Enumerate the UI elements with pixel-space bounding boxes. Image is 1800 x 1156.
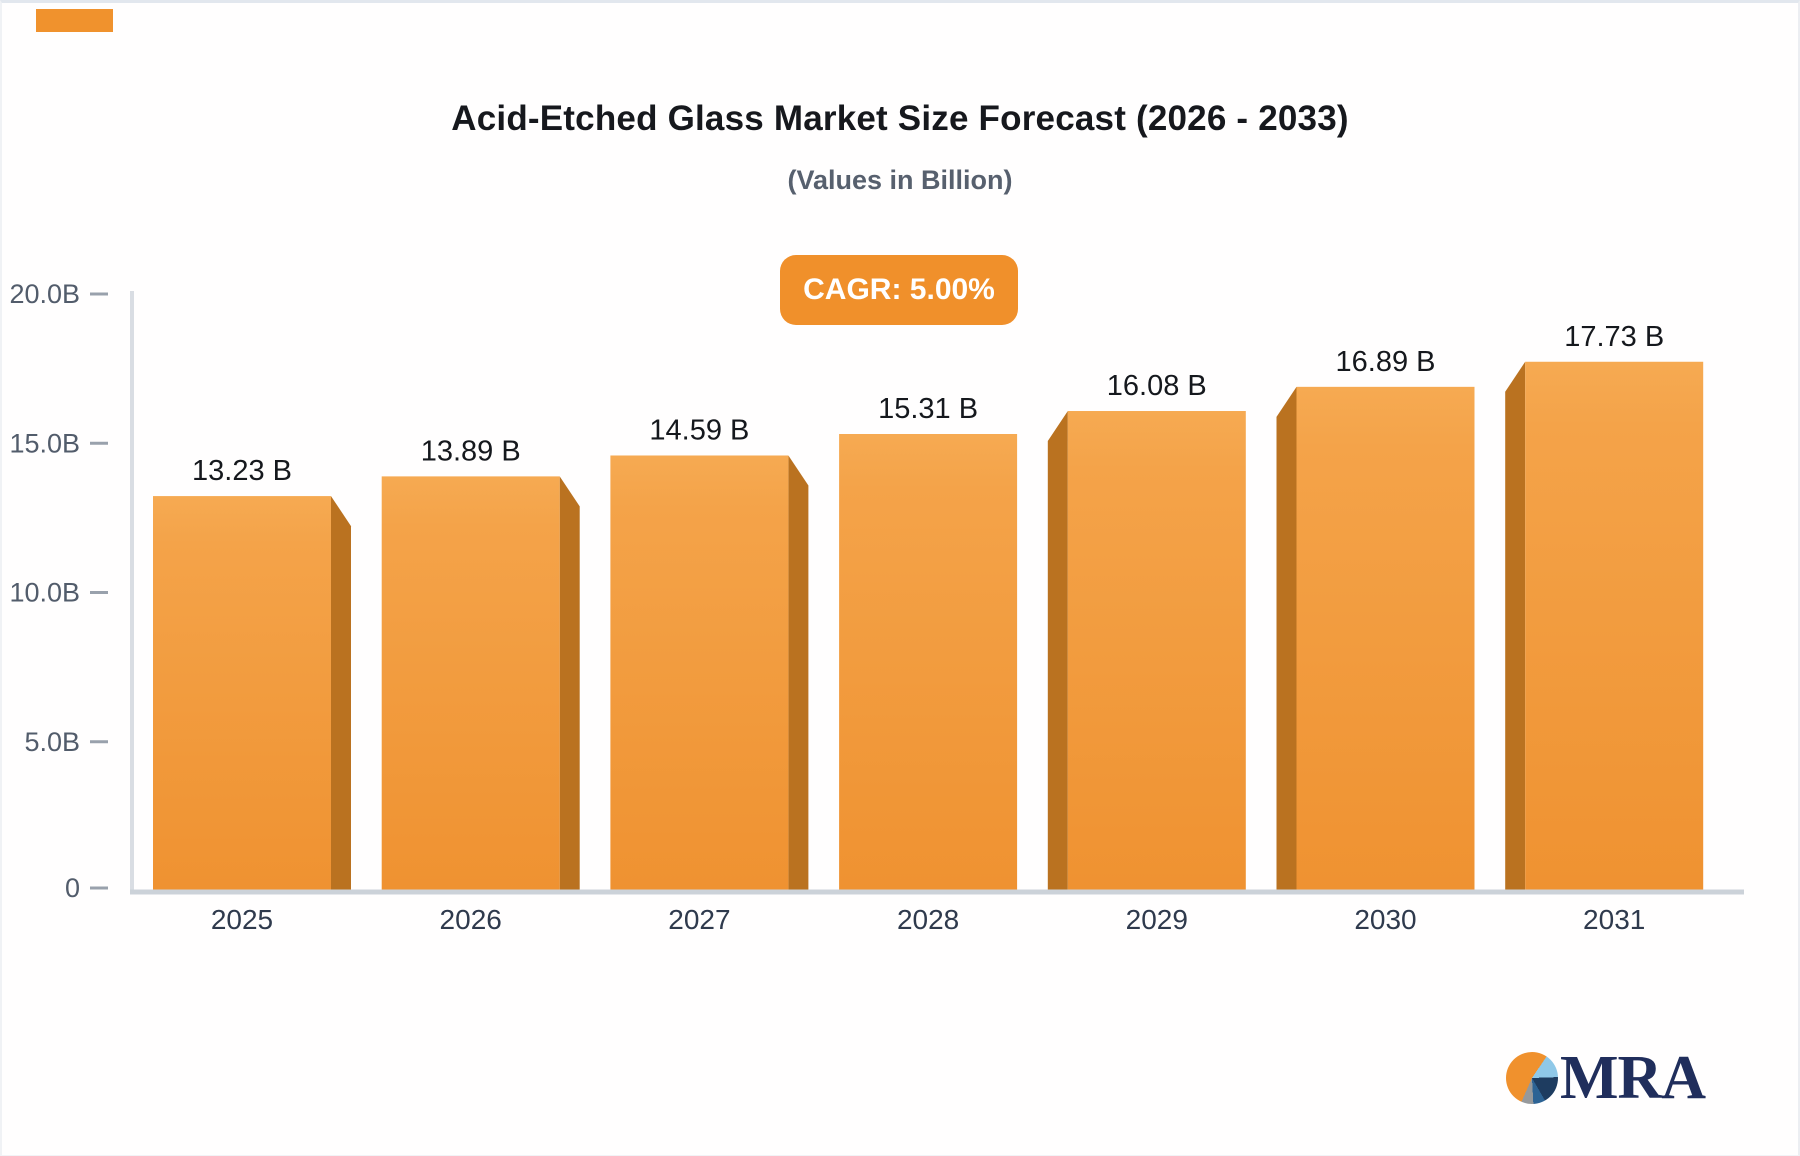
y-tick-label-5.0B: 5.0B — [24, 727, 80, 757]
bar-2027 — [610, 455, 789, 891]
bar-side-2031 — [1505, 361, 1526, 891]
bar-2025 — [153, 496, 331, 891]
mra-logo-text: MRA — [1560, 1044, 1706, 1112]
mra-logo: MRA — [1506, 1043, 1706, 1113]
bar-value-label-2026: 13.89 B — [421, 435, 521, 467]
corner-accent-swatch — [36, 9, 113, 32]
bar-2028 — [839, 433, 1018, 891]
y-tick-label-10.0B: 10.0B — [9, 578, 80, 608]
bar-value-label-2029: 16.08 B — [1107, 370, 1207, 402]
bar-value-label-2031: 17.73 B — [1564, 321, 1664, 353]
y-tick-label-20.0B: 20.0B — [9, 279, 80, 309]
bar-value-label-2028: 15.31 B — [878, 393, 978, 425]
bar-2026 — [381, 476, 560, 891]
y-tick-label-0: 0 — [65, 873, 80, 903]
chart-title: Acid-Etched Glass Market Size Forecast (… — [451, 99, 1349, 138]
chart-subtitle: (Values in Billion) — [787, 165, 1013, 195]
bar-2030 — [1296, 386, 1475, 891]
bar-side-2025 — [331, 496, 351, 891]
bar-2031 — [1525, 361, 1704, 891]
bar-side-2029 — [1047, 411, 1068, 891]
pie-chart-icon — [1506, 1052, 1558, 1104]
bar-value-label-2027: 14.59 B — [649, 414, 749, 446]
bar-chart: 0 5.0B 10.0B 15.0B 20.0B 13.23 B 2025 13.89 B 2… — [9, 279, 1744, 935]
bar-side-2026 — [559, 476, 580, 891]
x-tick-label-2026: 2026 — [440, 904, 502, 935]
x-tick-label-2027: 2027 — [668, 904, 730, 935]
x-tick-label-2030: 2030 — [1354, 904, 1416, 935]
x-tick-label-2031: 2031 — [1583, 904, 1645, 935]
bar-2029 — [1067, 411, 1246, 891]
y-tick-label-15.0B: 15.0B — [9, 428, 80, 458]
bar-value-label-2030: 16.89 B — [1336, 346, 1436, 378]
bar-side-2027 — [788, 455, 809, 891]
bar-side-2030 — [1276, 386, 1297, 891]
x-tick-label-2025: 2025 — [211, 904, 273, 935]
cagr-badge: CAGR: 5.00% — [780, 255, 1018, 325]
bar-value-label-2025: 13.23 B — [192, 455, 292, 487]
x-tick-label-2029: 2029 — [1126, 904, 1188, 935]
x-tick-label-2028: 2028 — [897, 904, 959, 935]
